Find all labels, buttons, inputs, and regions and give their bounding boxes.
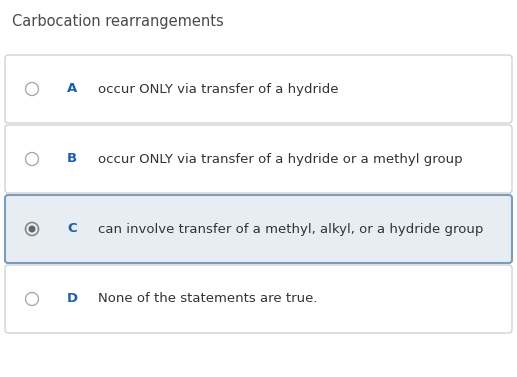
Text: B: B [67,153,77,166]
Text: occur ONLY via transfer of a hydride or a methyl group: occur ONLY via transfer of a hydride or … [98,153,463,166]
Text: can involve transfer of a methyl, alkyl, or a hydride group: can involve transfer of a methyl, alkyl,… [98,222,483,236]
FancyBboxPatch shape [5,195,512,263]
Text: C: C [67,222,77,236]
Text: A: A [67,83,77,95]
Text: D: D [67,293,78,305]
Circle shape [28,225,36,233]
Text: Carbocation rearrangements: Carbocation rearrangements [12,14,224,29]
FancyBboxPatch shape [5,55,512,123]
Text: occur ONLY via transfer of a hydride: occur ONLY via transfer of a hydride [98,83,339,95]
Text: None of the statements are true.: None of the statements are true. [98,293,317,305]
FancyBboxPatch shape [5,265,512,333]
FancyBboxPatch shape [5,125,512,193]
